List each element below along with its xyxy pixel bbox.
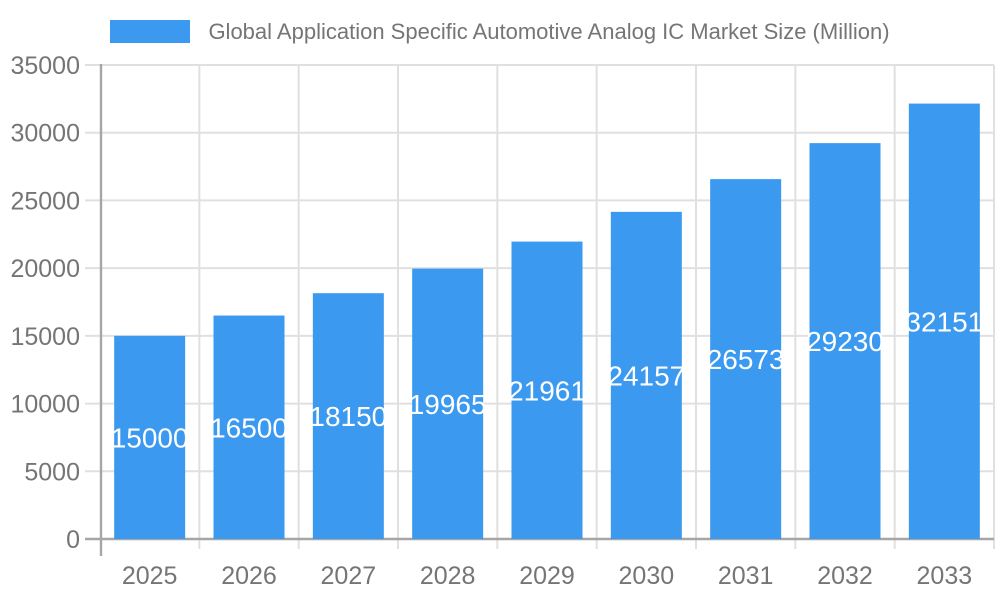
y-axis-label: 15000 bbox=[10, 323, 80, 351]
bar-value-label: 32151 bbox=[905, 306, 983, 337]
y-axis-label: 25000 bbox=[10, 187, 80, 215]
x-axis-label: 2026 bbox=[221, 562, 277, 590]
bar[interactable] bbox=[710, 179, 782, 539]
bar[interactable] bbox=[213, 315, 285, 539]
x-axis-label: 2031 bbox=[718, 562, 774, 590]
bar[interactable] bbox=[809, 143, 881, 540]
y-axis-label: 10000 bbox=[10, 391, 80, 419]
y-axis-label: 0 bbox=[66, 526, 80, 554]
bar[interactable] bbox=[312, 293, 384, 539]
y-axis-label: 35000 bbox=[10, 52, 80, 80]
x-axis-label: 2033 bbox=[917, 562, 973, 590]
y-axis-label: 20000 bbox=[10, 255, 80, 283]
bar-value-label: 21961 bbox=[508, 375, 586, 406]
x-axis-label: 2032 bbox=[817, 562, 873, 590]
bar[interactable] bbox=[114, 335, 186, 539]
legend-swatch-icon bbox=[110, 20, 191, 43]
bar-value-label: 19965 bbox=[409, 389, 487, 420]
y-axis-label: 5000 bbox=[24, 458, 80, 486]
bar-value-label: 15000 bbox=[111, 422, 189, 453]
bar-value-label: 29230 bbox=[806, 326, 884, 357]
bar-value-label: 26573 bbox=[707, 344, 785, 375]
bar[interactable] bbox=[610, 211, 682, 539]
bar[interactable] bbox=[908, 103, 980, 539]
x-axis-label: 2029 bbox=[519, 562, 575, 590]
x-axis-label: 2028 bbox=[420, 562, 476, 590]
bar[interactable] bbox=[511, 241, 583, 539]
y-axis-label: 30000 bbox=[10, 120, 80, 148]
legend-label: Global Application Specific Automotive A… bbox=[208, 18, 890, 44]
x-axis-label: 2030 bbox=[619, 562, 675, 590]
x-axis-label: 2025 bbox=[122, 562, 178, 590]
bar-value-label: 24157 bbox=[607, 360, 685, 391]
bar-value-label: 18150 bbox=[309, 401, 387, 432]
bar-value-label: 16500 bbox=[210, 412, 288, 443]
x-axis-label: 2027 bbox=[321, 562, 377, 590]
chart-legend[interactable]: Global Application Specific Automotive A… bbox=[0, 19, 1000, 44]
bar[interactable] bbox=[412, 268, 484, 539]
